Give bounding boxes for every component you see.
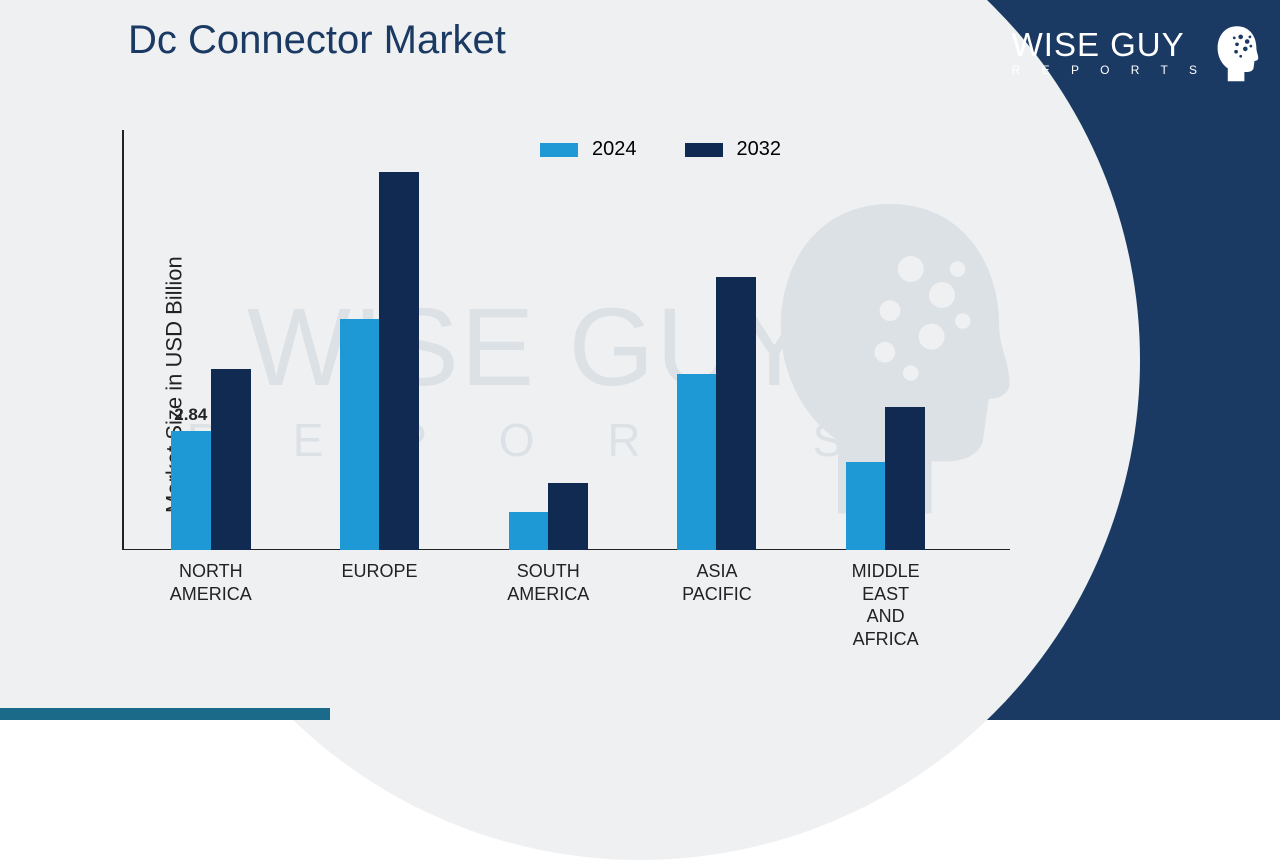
legend: 2024 2032 <box>540 138 781 161</box>
legend-swatch-2024 <box>540 143 578 157</box>
bar <box>211 369 251 550</box>
brand-name-sub: R E P O R T S <box>1012 63 1206 77</box>
category-label: ASIAPACIFIC <box>647 560 787 605</box>
bar <box>885 407 925 550</box>
bar-group: ASIAPACIFIC <box>677 277 757 550</box>
category-label: EUROPE <box>310 560 450 583</box>
bar-group: SOUTHAMERICA <box>508 483 588 550</box>
bar <box>548 483 588 550</box>
bar <box>171 431 211 550</box>
brand-name-main: WISE GUY <box>1012 28 1206 61</box>
bar <box>846 462 886 550</box>
bar-group: MIDDLEEASTANDAFRICA <box>846 407 926 550</box>
legend-item-2032: 2032 <box>685 138 782 161</box>
legend-swatch-2032 <box>685 143 723 157</box>
bar <box>716 277 756 550</box>
bottom-accent-bar <box>0 708 330 720</box>
bar-group: EUROPE <box>340 172 420 550</box>
plot-region: 2.84NORTHAMERICA EUROPE SOUTHAMERICA ASIAPA… <box>122 130 1010 550</box>
bar <box>677 374 717 550</box>
bar <box>509 512 549 550</box>
bar <box>379 172 419 550</box>
chart-area: Market Size in USD Billion 2.84NORTHAMER… <box>100 130 980 660</box>
brand-logo-text: WISE GUY R E P O R T S <box>1012 28 1206 77</box>
category-label: SOUTHAMERICA <box>478 560 618 605</box>
canvas: WISE GUY R E P O R T S Dc Connector Mark… <box>0 0 1280 720</box>
bar <box>340 319 380 550</box>
bar-group: 2.84NORTHAMERICA <box>171 369 251 550</box>
chart-title: Dc Connector Market <box>128 18 506 63</box>
legend-item-2024: 2024 <box>540 138 637 161</box>
brand-logo: WISE GUY R E P O R T S <box>1012 28 1262 84</box>
legend-label: 2032 <box>737 138 782 161</box>
legend-label: 2024 <box>592 138 637 161</box>
brand-head-icon <box>1212 24 1262 84</box>
category-label: NORTHAMERICA <box>141 560 281 605</box>
bar-value-label: 2.84 <box>161 405 221 425</box>
category-label: MIDDLEEASTANDAFRICA <box>816 560 956 650</box>
